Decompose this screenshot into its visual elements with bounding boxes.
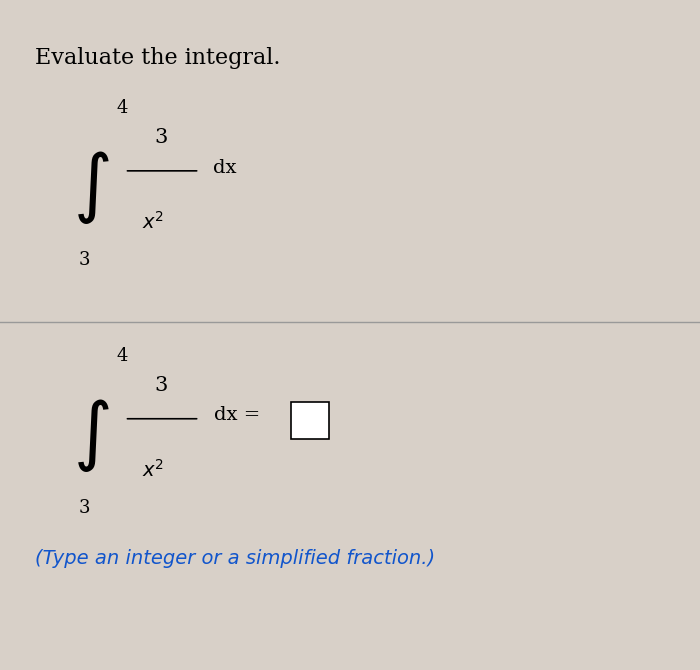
Text: $\int$: $\int$ xyxy=(73,149,109,226)
Text: $\int$: $\int$ xyxy=(73,397,109,474)
Text: 3: 3 xyxy=(154,377,168,395)
Text: dx: dx xyxy=(214,159,237,176)
FancyBboxPatch shape xyxy=(290,402,329,439)
Text: 3: 3 xyxy=(78,499,90,517)
Text: dx =: dx = xyxy=(214,407,260,424)
Text: (Type an integer or a simplified fraction.): (Type an integer or a simplified fractio… xyxy=(35,549,435,568)
Text: 4: 4 xyxy=(117,99,128,117)
Text: 4: 4 xyxy=(117,347,128,365)
Text: $x^2$: $x^2$ xyxy=(141,459,164,481)
Text: 3: 3 xyxy=(154,129,168,147)
Text: Evaluate the integral.: Evaluate the integral. xyxy=(35,47,281,69)
Text: 3: 3 xyxy=(78,251,90,269)
Text: $x^2$: $x^2$ xyxy=(141,211,164,233)
